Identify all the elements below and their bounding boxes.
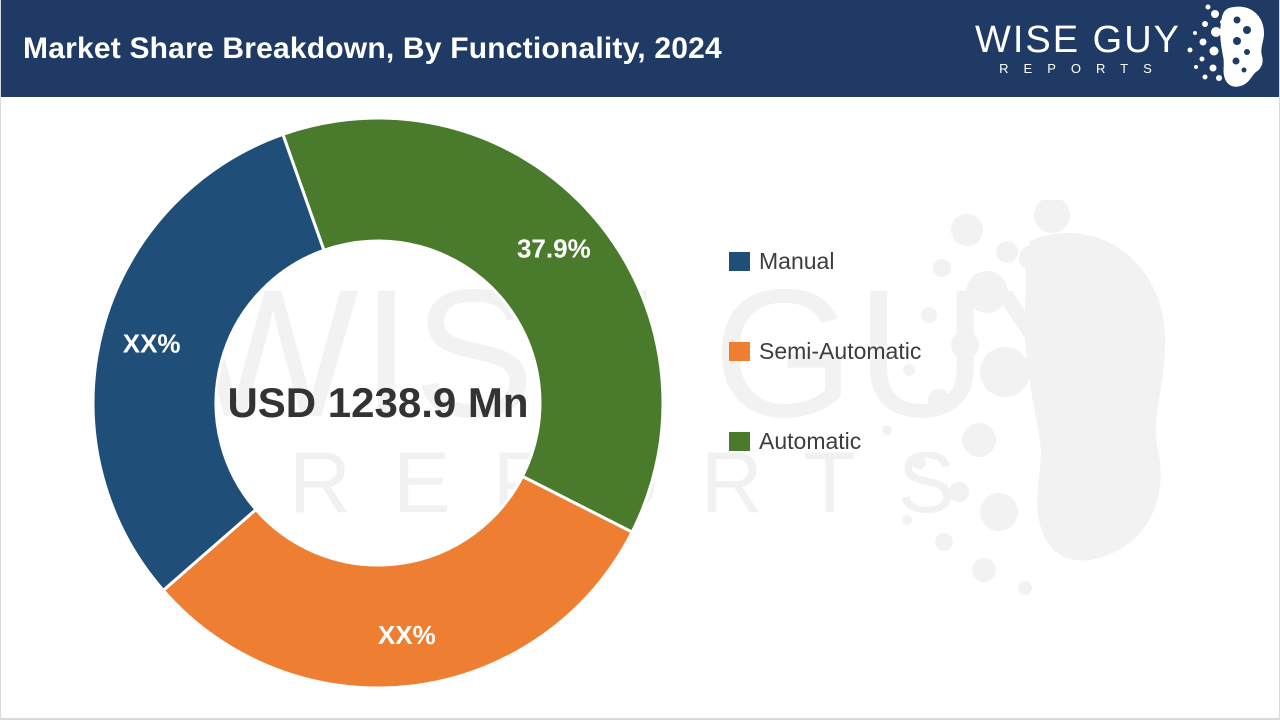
legend-swatch (729, 341, 750, 361)
brand-subname: REPORTS (999, 61, 1167, 77)
brand-logo: WISE GUY REPORTS (975, 2, 1271, 95)
legend-swatch (729, 431, 750, 451)
segment-label: 37.9% (517, 234, 591, 264)
segment-label: XX% (123, 329, 181, 359)
brand-logo-text: WISE GUY REPORTS (974, 18, 1181, 77)
legend-label: Semi-Automatic (759, 337, 922, 364)
legend-item: Semi-Automatic (729, 338, 921, 364)
legend-label: Manual (759, 247, 835, 274)
donut-segment-manual (91, 132, 326, 592)
legend-item: Automatic (729, 428, 921, 454)
legend-item: Manual (729, 248, 921, 274)
page-title: Market Share Breakdown, By Functionality… (23, 31, 722, 65)
donut-segment-semi-automatic (161, 474, 634, 690)
donut-segment-automatic (281, 116, 665, 534)
brand-face-icon (1175, 2, 1271, 95)
header-bar: Market Share Breakdown, By Functionality… (1, 0, 1279, 97)
watermark-face-icon (847, 197, 1187, 600)
brand-name: WISE GUY (974, 18, 1181, 61)
legend-swatch (729, 251, 750, 271)
segment-label: XX% (378, 620, 436, 650)
donut-chart: 37.9% XX% XX% (91, 116, 665, 690)
legend: Manual Semi-Automatic Automatic (729, 248, 921, 521)
center-value-label: USD 1238.9 Mn (227, 379, 529, 426)
legend-label: Automatic (759, 427, 862, 454)
